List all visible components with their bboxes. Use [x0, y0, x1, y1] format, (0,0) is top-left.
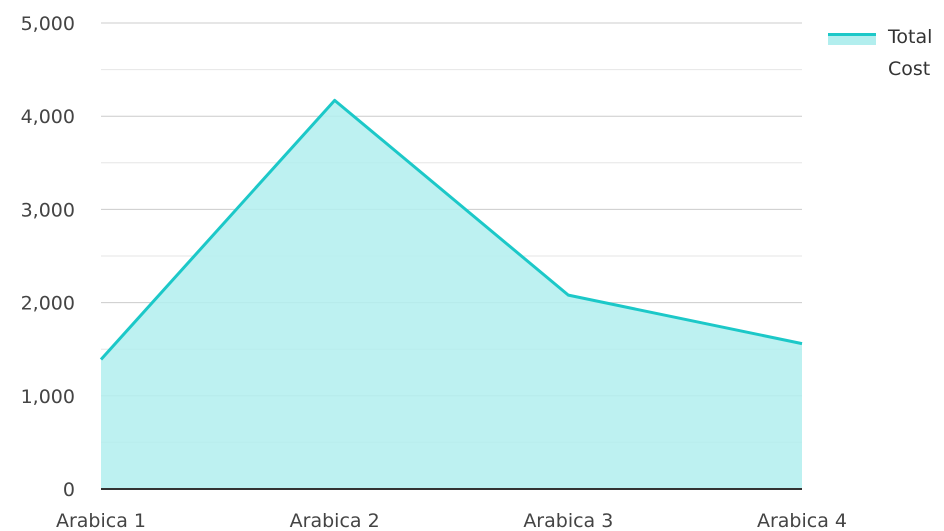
y-tick-label: 5,000	[21, 13, 75, 35]
y-tick-label: 4,000	[21, 106, 75, 128]
x-tick-label: Arabica 3	[523, 510, 613, 531]
y-axis-ticks: 0 1,000 2,000 3,000 4,000 5,000	[21, 13, 75, 501]
y-tick-label: 0	[63, 479, 75, 501]
legend: Total Cost	[828, 26, 932, 80]
x-tick-label: Arabica 1	[56, 510, 146, 531]
y-tick-label: 2,000	[21, 293, 75, 315]
x-tick-label: Arabica 2	[290, 510, 380, 531]
series-line-total-cost	[99, 98, 803, 361]
legend-swatch-line	[828, 33, 876, 36]
y-tick-label: 1,000	[21, 386, 75, 408]
legend-label-line-1: Total	[887, 26, 932, 48]
x-axis-ticks: Arabica 1 Arabica 2 Arabica 3 Arabica 4	[56, 510, 847, 531]
series-area-total-cost	[101, 100, 802, 489]
y-tick-label: 3,000	[21, 199, 75, 221]
x-tick-label: Arabica 4	[757, 510, 847, 531]
legend-label-line-2: Cost	[888, 58, 930, 80]
